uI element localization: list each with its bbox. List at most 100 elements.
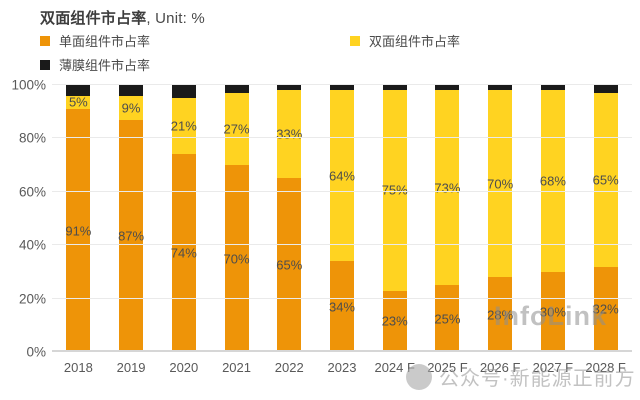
y-axis-label-40%: 40% xyxy=(18,237,46,253)
bar-2027F: 30% 68% xyxy=(527,85,580,352)
bar-segment-薄膜组件市占率 xyxy=(435,85,460,91)
gridline-80% xyxy=(52,137,632,139)
x-axis-label-2023: 2023 xyxy=(327,360,357,375)
chart-title-text: 双面组件市占率 xyxy=(40,10,147,27)
legend-item-thinfilm: 薄膜组件市占率 xyxy=(40,55,150,74)
x-axis-label-2019: 2019 xyxy=(116,360,146,375)
bar-segment-单面组件市占率 xyxy=(329,261,354,352)
data-label: 34% xyxy=(328,299,355,315)
bar-segment-双面组件市占率 xyxy=(593,93,618,267)
bar-segment-单面组件市占率 xyxy=(224,165,249,352)
bar-segment-薄膜组件市占率 xyxy=(593,85,618,94)
bar-segment-薄膜组件市占率 xyxy=(119,85,144,96)
y-axis-label-80%: 80% xyxy=(18,130,46,146)
data-label: 30% xyxy=(539,304,566,320)
chart-title-unit: , Unit: % xyxy=(146,10,205,27)
x-axis-label-2025F: 2025 F xyxy=(427,360,468,375)
legend-item-monofacial: 单面组件市占率 xyxy=(40,31,150,50)
data-label: 65% xyxy=(592,172,619,188)
legend-label-bifacial: 双面组件市占率 xyxy=(369,34,461,49)
plot-area: 91% 5% 87% 9% 74% 21% 70% 27% 65% 33% 34% 64% 23% 75%… xyxy=(52,84,632,352)
data-label: 70% xyxy=(223,251,250,267)
bar-2023: 34% 64% xyxy=(316,85,369,352)
data-label: 65% xyxy=(276,257,303,273)
y-axis-label-100%: 100% xyxy=(11,77,46,93)
bar-segment-薄膜组件市占率 xyxy=(329,85,354,91)
bar-segment-双面组件市占率 xyxy=(329,90,354,262)
bar-segment-薄膜组件市占率 xyxy=(171,85,196,99)
x-axis-label-2028F: 2028 F xyxy=(585,360,626,375)
data-label: 70% xyxy=(487,176,514,192)
bar-segment-薄膜组件市占率 xyxy=(277,85,302,91)
x-axis-label-2024F: 2024 F xyxy=(374,360,415,375)
y-axis-label-20%: 20% xyxy=(18,291,46,307)
wechat-logo-icon xyxy=(406,363,432,390)
data-label: 21% xyxy=(170,118,197,134)
bar-segment-单面组件市占率 xyxy=(540,271,565,352)
bar-2025F: 25% 73% xyxy=(421,85,474,352)
data-label: 91% xyxy=(65,223,92,239)
data-label: 87% xyxy=(118,228,145,244)
bar-2028F: 32% 65% xyxy=(579,85,632,352)
bar-segment-双面组件市占率 xyxy=(277,90,302,179)
bar-segment-单面组件市占率 xyxy=(488,277,513,352)
bar-segment-薄膜组件市占率 xyxy=(66,85,91,96)
bar-2020: 74% 21% xyxy=(157,85,210,352)
bar-segment-薄膜组件市占率 xyxy=(382,85,407,91)
x-axis-label-2027F: 2027 F xyxy=(532,360,574,375)
data-label: 28% xyxy=(487,307,514,323)
legend-swatch-yellow xyxy=(350,35,360,46)
bar-segment-单面组件市占率 xyxy=(435,285,460,352)
gridline-100% xyxy=(52,84,632,85)
legend-item-bifacial: 双面组件市占率 xyxy=(350,31,460,50)
bar-segment-薄膜组件市占率 xyxy=(488,85,513,91)
x-axis-label-2022: 2022 xyxy=(274,360,304,375)
x-axis: 2018 2019 2020 2021 2022 2023 2024 F 2025 F 2026… xyxy=(52,360,632,380)
x-axis-label-2026F: 2026 F xyxy=(479,360,521,375)
data-label: 74% xyxy=(170,245,197,261)
infolink-watermark: InfoLink xyxy=(494,301,607,331)
data-label: 9% xyxy=(121,100,141,116)
data-label: 23% xyxy=(381,313,408,329)
data-label: 33% xyxy=(276,126,303,142)
legend-swatch-black xyxy=(40,59,50,70)
bar-segment-薄膜组件市占率 xyxy=(224,85,249,94)
y-axis-label-0%: 0% xyxy=(26,344,46,360)
gridline-40% xyxy=(52,244,632,246)
bar-2022: 65% 33% xyxy=(263,85,316,352)
bar-segment-双面组件市占率 xyxy=(540,90,565,272)
bar-segment-单面组件市占率 xyxy=(66,109,91,352)
bar-2026F: 28% 70% xyxy=(474,85,527,352)
bar-2018: 91% 5% xyxy=(52,85,105,352)
bar-2019: 87% 9% xyxy=(105,85,158,352)
bar-segment-双面组件市占率 xyxy=(435,90,460,286)
data-label: 5% xyxy=(68,94,88,110)
gridline-0% xyxy=(52,350,632,352)
legend-swatch-orange xyxy=(40,35,50,46)
legend-label-monofacial: 单面组件市占率 xyxy=(59,34,151,49)
bar-segment-单面组件市占率 xyxy=(593,266,618,352)
bar-segment-单面组件市占率 xyxy=(277,178,302,352)
y-axis: 0% 20% 40% 60% 80% 100% xyxy=(0,78,46,360)
bar-segment-双面组件市占率 xyxy=(171,98,196,155)
wechat-account-watermark: 公众号·新能源正前方 xyxy=(406,362,636,391)
data-label: 25% xyxy=(434,311,461,327)
bar-segment-单面组件市占率 xyxy=(119,119,144,352)
bar-segment-双面组件市占率 xyxy=(224,93,249,166)
bar-segment-双面组件市占率 xyxy=(66,95,91,110)
gridline-60% xyxy=(52,190,632,192)
bar-segment-双面组件市占率 xyxy=(119,95,144,120)
legend-label-thinfilm: 薄膜组件市占率 xyxy=(59,58,151,73)
bar-segment-双面组件市占率 xyxy=(488,90,513,278)
data-label: 75% xyxy=(381,182,408,198)
bar-segment-单面组件市占率 xyxy=(171,154,196,352)
gridline-20% xyxy=(52,297,632,299)
data-label: 27% xyxy=(223,121,250,137)
bar-2024F: 23% 75% xyxy=(368,85,421,352)
y-axis-label-60%: 60% xyxy=(18,184,46,200)
bar-segment-双面组件市占率 xyxy=(382,90,407,291)
data-label: 73% xyxy=(434,180,461,196)
data-label: 32% xyxy=(592,301,619,317)
bar-2021: 70% 27% xyxy=(210,85,263,352)
x-axis-label-2018: 2018 xyxy=(63,360,93,375)
